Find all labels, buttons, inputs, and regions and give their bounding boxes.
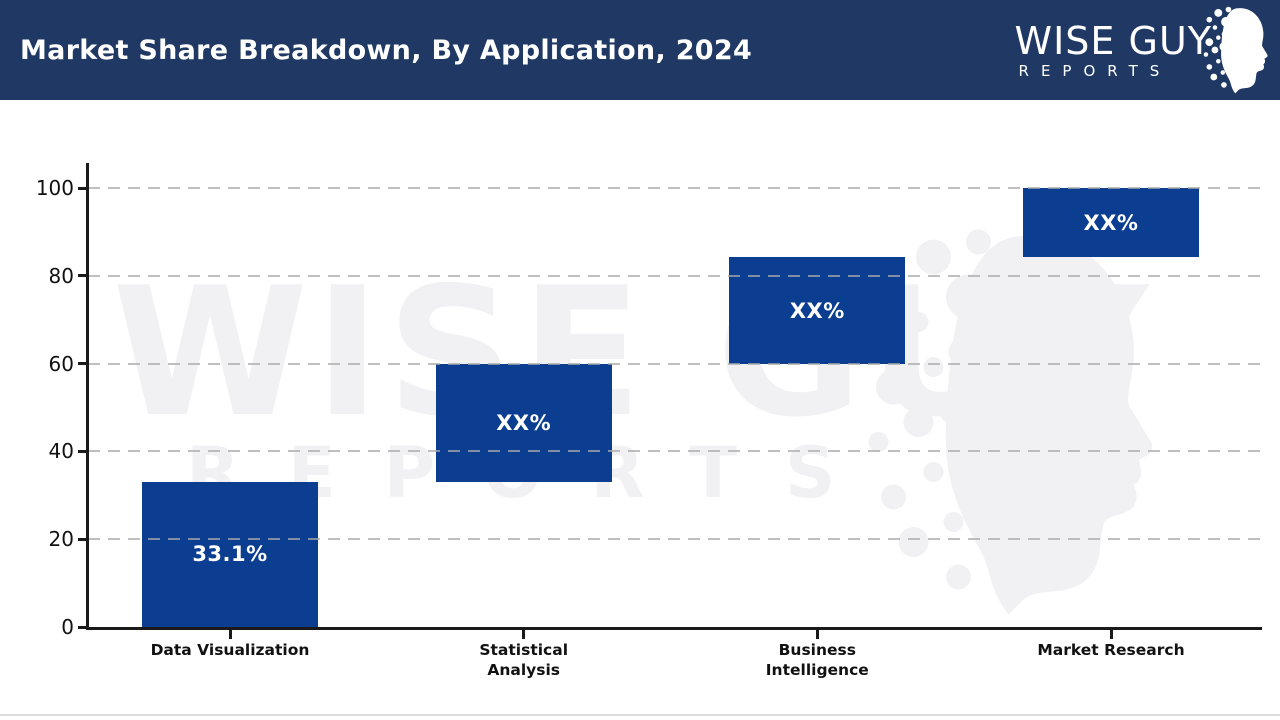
brand-face-icon (1200, 5, 1276, 95)
y-tick-mark (78, 537, 86, 541)
bottom-divider (0, 714, 1280, 716)
gridline (88, 362, 1260, 365)
gridline (88, 187, 1260, 189)
bar-value-label: 33.1% (192, 542, 268, 567)
y-axis-spine (86, 163, 89, 630)
category-label: Statistical Analysis (479, 641, 569, 680)
y-tick-mark (78, 274, 86, 278)
y-tick-label: 80 (48, 263, 74, 288)
y-tick-label: 40 (48, 439, 74, 464)
bar-value-label: XX% (789, 298, 845, 323)
x-tick-mark (228, 630, 232, 639)
gridline (88, 450, 1260, 453)
y-tick-mark (78, 186, 86, 190)
y-tick-label: 60 (48, 351, 74, 376)
x-tick-mark (1109, 630, 1113, 639)
category-label: Market Research (1037, 641, 1185, 659)
y-tick-mark (78, 449, 86, 453)
x-tick-mark (815, 630, 819, 639)
bar-segment: XX% (729, 257, 906, 365)
y-tick-label: 100 (35, 176, 74, 200)
watermark-face-icon (856, 222, 1186, 622)
category-label: Data Visualization (150, 641, 310, 659)
page-title: Market Share Breakdown, By Application, … (20, 34, 753, 66)
brand-logo: WISE GUY REPORTS (1015, 2, 1276, 98)
brand-subtitle: REPORTS (1018, 61, 1172, 80)
brand-name: WISE GUY (1014, 18, 1212, 63)
y-tick-label: 0 (61, 615, 74, 639)
gridline (88, 538, 1260, 541)
x-tick-mark (522, 630, 526, 639)
bar-segment: 33.1% (142, 481, 318, 627)
brand-logo-text: WISE GUY REPORTS (1015, 22, 1212, 79)
category-label: Business Intelligence (765, 641, 869, 680)
y-tick-mark (78, 362, 86, 366)
x-axis-spine (86, 627, 1262, 630)
bar-segment: XX% (1023, 188, 1199, 258)
bar-value-label: XX% (496, 410, 552, 435)
gridline (88, 274, 1260, 277)
y-tick-label: 20 (48, 527, 74, 552)
y-tick-mark (78, 625, 86, 629)
header-bar: Market Share Breakdown, By Application, … (0, 0, 1280, 100)
bar-segment: XX% (435, 364, 612, 482)
bar-value-label: XX% (1083, 210, 1139, 235)
